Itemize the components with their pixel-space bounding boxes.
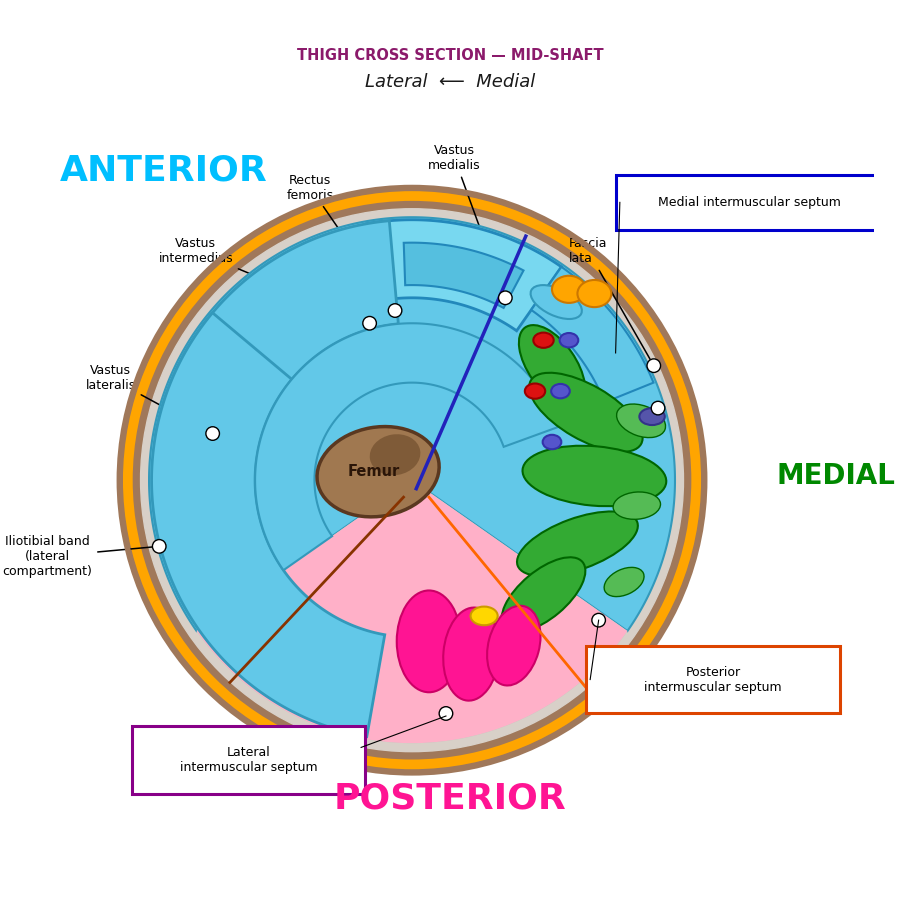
FancyBboxPatch shape: [586, 646, 841, 714]
Polygon shape: [156, 221, 398, 453]
Circle shape: [363, 316, 377, 330]
Circle shape: [388, 304, 402, 317]
Ellipse shape: [529, 373, 642, 452]
Ellipse shape: [519, 325, 585, 406]
Ellipse shape: [470, 606, 497, 625]
Ellipse shape: [560, 333, 578, 348]
Text: Lateral  ⟵  Medial: Lateral ⟵ Medial: [365, 73, 535, 91]
Text: Vastus
intermedius: Vastus intermedius: [159, 237, 367, 323]
Text: POSTERIOR: POSTERIOR: [333, 781, 567, 815]
Text: ANTERIOR: ANTERIOR: [60, 153, 268, 187]
Circle shape: [205, 427, 220, 441]
Circle shape: [498, 291, 512, 305]
Ellipse shape: [605, 568, 644, 596]
Circle shape: [439, 706, 452, 720]
Circle shape: [651, 401, 665, 414]
Text: THIGH CROSS SECTION — MID-SHAFT: THIGH CROSS SECTION — MID-SHAFT: [296, 48, 604, 63]
Text: Fascia
lata: Fascia lata: [569, 237, 652, 363]
Circle shape: [119, 187, 705, 773]
Text: Skin: Skin: [598, 342, 656, 405]
Polygon shape: [404, 242, 523, 308]
Text: Femur: Femur: [348, 464, 400, 479]
Polygon shape: [196, 480, 627, 743]
Text: Vastus
medialis: Vastus medialis: [428, 144, 505, 296]
Ellipse shape: [542, 435, 561, 450]
Polygon shape: [151, 313, 385, 737]
Ellipse shape: [487, 605, 541, 686]
Ellipse shape: [517, 512, 638, 576]
Ellipse shape: [369, 434, 421, 475]
Ellipse shape: [613, 492, 660, 519]
FancyBboxPatch shape: [132, 726, 366, 794]
Text: Medial intermuscular septum: Medial intermuscular septum: [658, 196, 841, 209]
Ellipse shape: [502, 558, 586, 633]
Ellipse shape: [531, 285, 582, 319]
Ellipse shape: [523, 446, 666, 506]
Ellipse shape: [616, 404, 666, 438]
Polygon shape: [255, 323, 560, 570]
Ellipse shape: [552, 276, 586, 303]
Circle shape: [152, 540, 166, 553]
Ellipse shape: [317, 426, 439, 517]
Text: Iliotibial band
(lateral
compartment): Iliotibial band (lateral compartment): [3, 535, 157, 578]
Polygon shape: [367, 220, 561, 331]
Ellipse shape: [578, 280, 612, 307]
Ellipse shape: [640, 408, 665, 425]
Text: Posterior
intermuscular septum: Posterior intermuscular septum: [644, 666, 782, 694]
Polygon shape: [149, 217, 675, 631]
Polygon shape: [532, 267, 653, 403]
Ellipse shape: [443, 607, 499, 701]
Circle shape: [647, 359, 660, 372]
FancyBboxPatch shape: [615, 175, 883, 230]
Text: Rectus
femoris: Rectus femoris: [287, 174, 394, 308]
Text: MEDIAL: MEDIAL: [777, 462, 896, 490]
Text: Vastus
lateralis: Vastus lateralis: [86, 364, 210, 432]
Ellipse shape: [396, 590, 461, 692]
Polygon shape: [196, 480, 627, 743]
Ellipse shape: [551, 384, 569, 398]
Circle shape: [592, 614, 605, 627]
Ellipse shape: [525, 384, 545, 399]
Text: Lateral
intermuscular septum: Lateral intermuscular septum: [180, 746, 317, 774]
Circle shape: [141, 209, 684, 751]
Ellipse shape: [533, 332, 554, 348]
